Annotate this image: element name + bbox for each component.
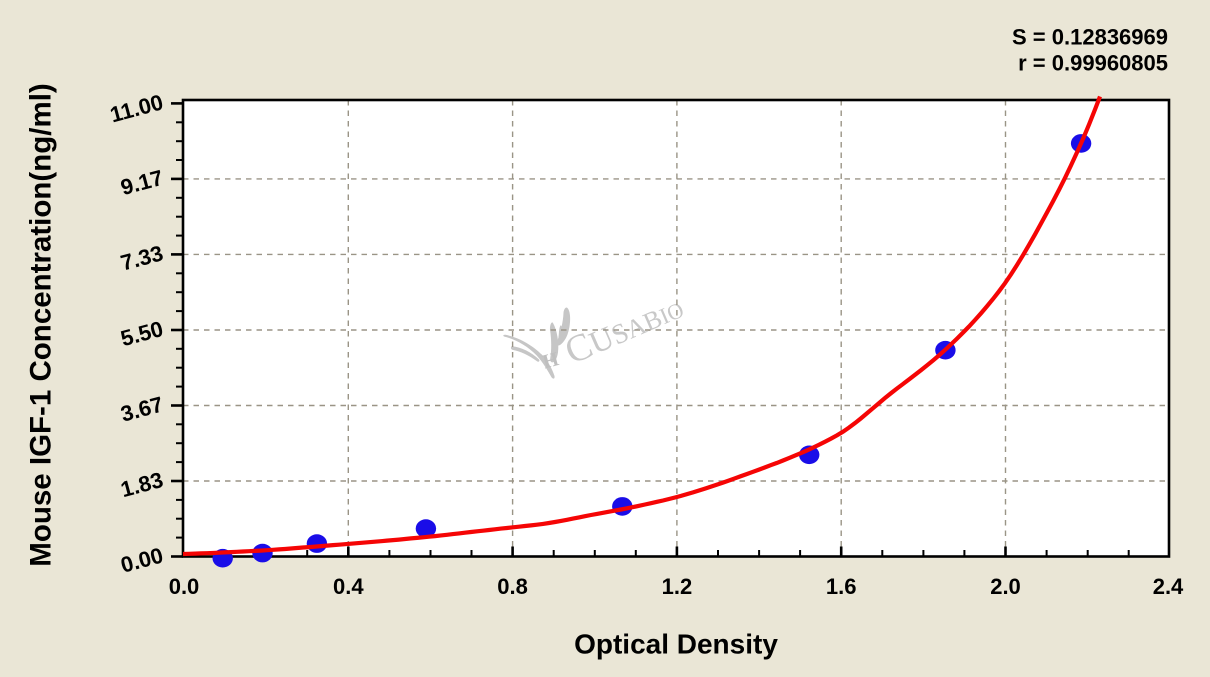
svg-text:0.00: 0.00 bbox=[118, 542, 166, 577]
svg-text:9.17: 9.17 bbox=[118, 165, 166, 200]
svg-text:1.2: 1.2 bbox=[662, 574, 693, 599]
svg-text:5.50: 5.50 bbox=[118, 316, 166, 351]
svg-text:S = 0.12836969: S = 0.12836969 bbox=[1012, 24, 1168, 49]
svg-text:H: H bbox=[540, 348, 561, 373]
svg-text:Mouse IGF-1 Concentration(ng/m: Mouse IGF-1 Concentration(ng/ml) bbox=[25, 83, 58, 566]
svg-text:1.83: 1.83 bbox=[118, 467, 166, 502]
svg-text:0.0: 0.0 bbox=[169, 574, 200, 599]
svg-text:7.33: 7.33 bbox=[118, 240, 166, 275]
svg-text:2.0: 2.0 bbox=[990, 574, 1021, 599]
svg-text:3.67: 3.67 bbox=[118, 391, 166, 426]
svg-text:r = 0.99960805: r = 0.99960805 bbox=[1018, 50, 1168, 75]
svg-text:2.4: 2.4 bbox=[1153, 574, 1184, 599]
svg-text:0.4: 0.4 bbox=[333, 574, 364, 599]
svg-text:CUSABIO: CUSABIO bbox=[559, 285, 689, 373]
svg-text:11.00: 11.00 bbox=[107, 89, 165, 127]
svg-text:0.8: 0.8 bbox=[497, 574, 528, 599]
svg-text:Optical Density: Optical Density bbox=[574, 629, 778, 660]
svg-text:1.6: 1.6 bbox=[826, 574, 857, 599]
